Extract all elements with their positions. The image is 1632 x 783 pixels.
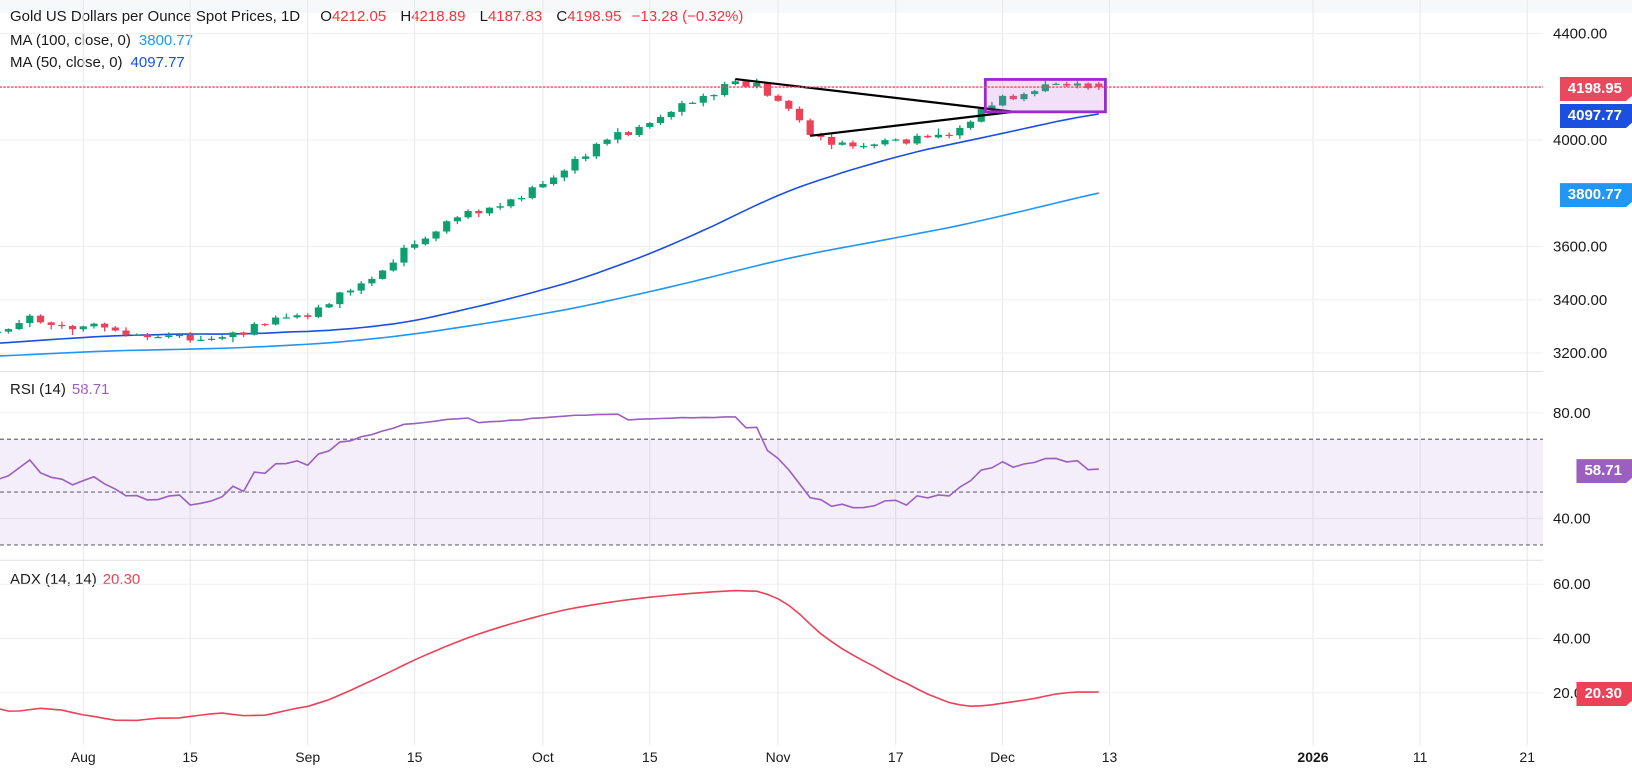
svg-text:21: 21 <box>1519 749 1535 765</box>
svg-text:4400.00: 4400.00 <box>1553 26 1607 43</box>
svg-text:Nov: Nov <box>766 749 791 765</box>
svg-text:15: 15 <box>407 749 423 765</box>
svg-text:Aug: Aug <box>71 749 96 765</box>
svg-text:3600.00: 3600.00 <box>1553 239 1607 256</box>
svg-text:2026: 2026 <box>1297 749 1328 765</box>
svg-text:80.00: 80.00 <box>1553 405 1591 422</box>
svg-text:60.00: 60.00 <box>1553 576 1591 593</box>
svg-text:40.00: 40.00 <box>1553 511 1591 528</box>
svg-text:3400.00: 3400.00 <box>1553 292 1607 309</box>
svg-text:4000.00: 4000.00 <box>1553 132 1607 149</box>
svg-text:15: 15 <box>182 749 198 765</box>
svg-text:40.00: 40.00 <box>1553 631 1591 648</box>
svg-text:11: 11 <box>1413 749 1428 765</box>
svg-text:Dec: Dec <box>990 749 1015 765</box>
svg-text:15: 15 <box>642 749 658 765</box>
svg-text:17: 17 <box>888 749 904 765</box>
svg-text:13: 13 <box>1102 749 1118 765</box>
svg-text:Sep: Sep <box>295 749 320 765</box>
svg-text:Oct: Oct <box>532 749 554 765</box>
svg-text:3200.00: 3200.00 <box>1553 345 1607 362</box>
